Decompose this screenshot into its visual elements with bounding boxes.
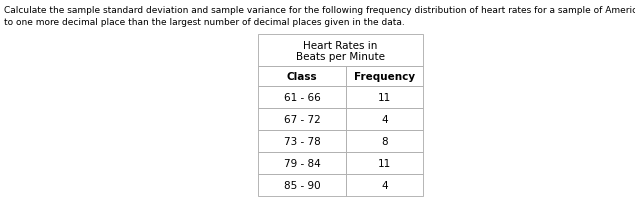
Text: Class: Class [286, 72, 318, 82]
Text: 85 - 90: 85 - 90 [284, 180, 320, 190]
Bar [258, 67, 346, 86]
Text: to one more decimal place than the largest number of decimal places given in the: to one more decimal place than the large… [4, 18, 404, 27]
Text: 73 - 78: 73 - 78 [284, 136, 321, 146]
Bar [258, 86, 346, 109]
Text: 8: 8 [381, 136, 388, 146]
Text: Frequency: Frequency [354, 72, 415, 82]
Text: 4: 4 [381, 114, 388, 124]
Text: 67 - 72: 67 - 72 [284, 114, 321, 124]
Bar [346, 174, 423, 196]
Bar [346, 86, 423, 109]
Bar [258, 152, 346, 174]
Bar [346, 109, 423, 130]
Text: 11: 11 [378, 93, 391, 102]
Bar [346, 152, 423, 174]
Bar [346, 67, 423, 86]
Bar [258, 174, 346, 196]
Bar [258, 130, 346, 152]
Text: Heart Rates in: Heart Rates in [304, 41, 378, 51]
Bar [258, 35, 423, 67]
Bar [346, 130, 423, 152]
Bar [258, 109, 346, 130]
Text: 11: 11 [378, 158, 391, 168]
Text: 4: 4 [381, 180, 388, 190]
Text: Calculate the sample standard deviation and sample variance for the following fr: Calculate the sample standard deviation … [4, 6, 635, 15]
Text: Beats per Minute: Beats per Minute [296, 52, 385, 62]
Text: 61 - 66: 61 - 66 [284, 93, 321, 102]
Text: 79 - 84: 79 - 84 [284, 158, 321, 168]
